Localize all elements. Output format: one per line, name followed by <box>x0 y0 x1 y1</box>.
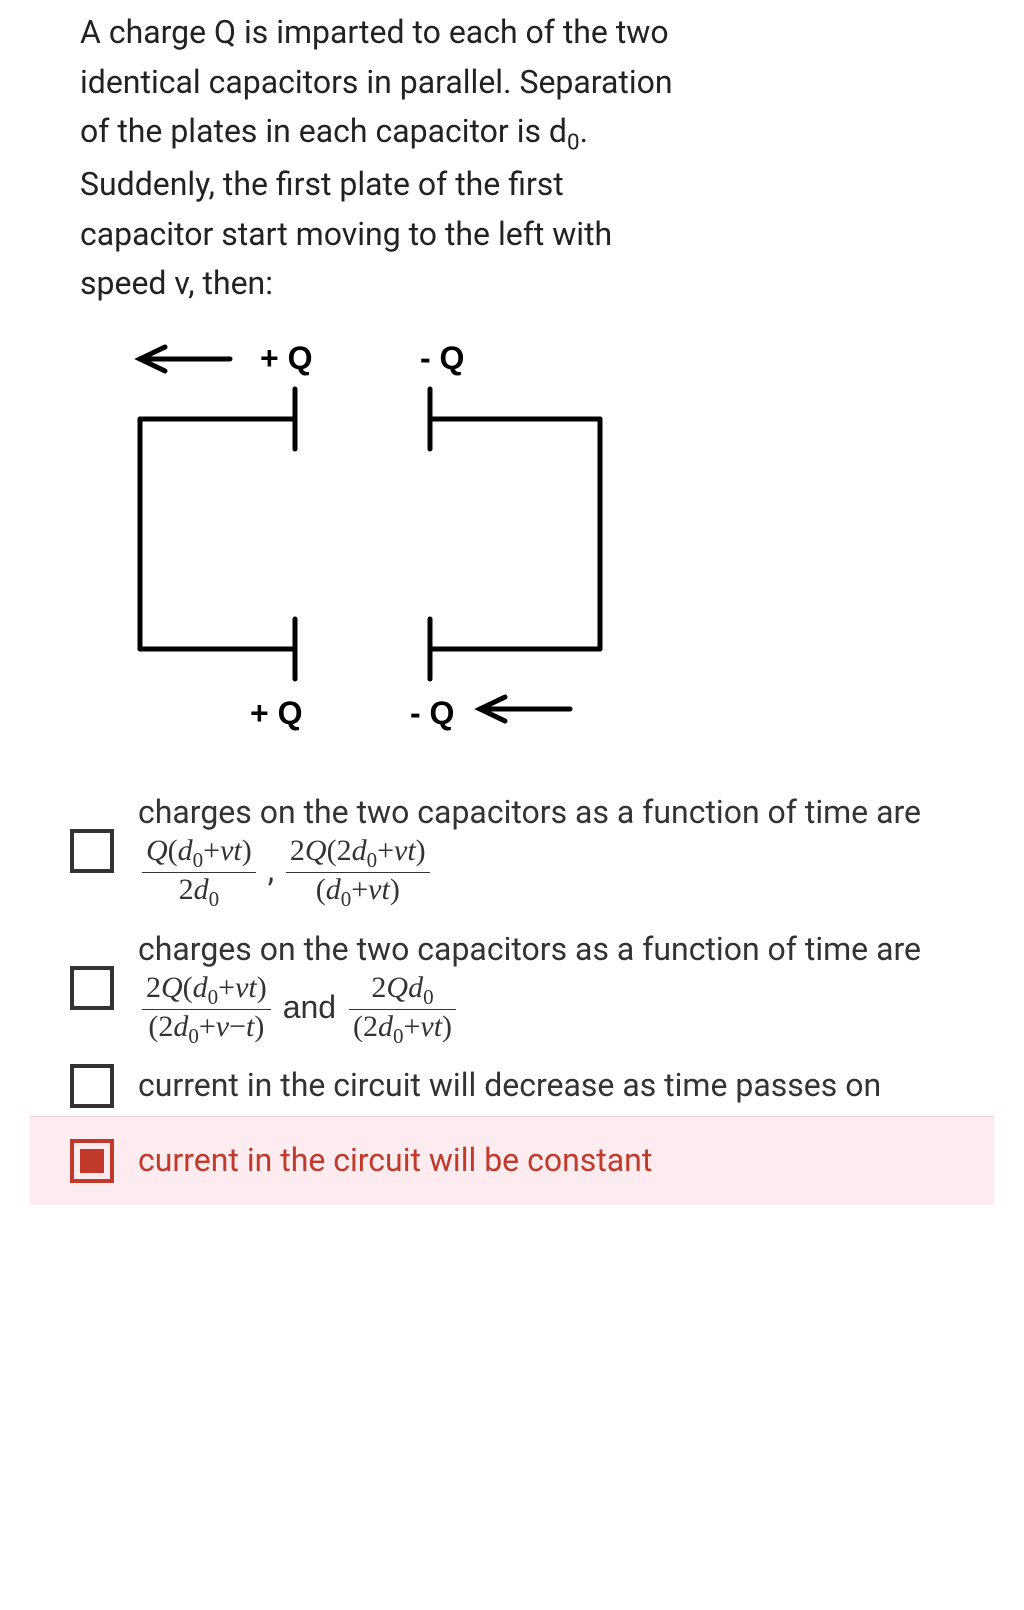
q-line3: of the plates in each capacitor is d <box>80 112 567 150</box>
option-1-pretext: charges on the two capacitors as a funct… <box>138 793 921 831</box>
option-3-plain: current in the circuit will decrease as … <box>138 1066 881 1104</box>
q-line3-tail: . <box>580 112 588 150</box>
label-top-left: + Q <box>260 340 312 376</box>
label-bottom-right: - Q <box>410 695 454 731</box>
option-3[interactable]: current in the circuit will decrease as … <box>30 1056 994 1116</box>
q-line2: identical capacitors in parallel. Separa… <box>80 63 673 101</box>
option-3-text: current in the circuit will decrease as … <box>138 1064 964 1107</box>
q-line5: capacitor start moving to the left with <box>80 215 612 253</box>
option-1[interactable]: charges on the two capacitors as a funct… <box>30 783 994 919</box>
option-1-frac1: Q(d0+vt) 2d0 <box>142 834 256 911</box>
checkbox-3[interactable] <box>70 1064 114 1108</box>
question-text: A charge Q is imparted to each of the tw… <box>0 0 1024 319</box>
option-1-text: charges on the two capacitors as a funct… <box>138 791 964 911</box>
option-2-pretext: charges on the two capacitors as a funct… <box>138 930 921 968</box>
option-4[interactable]: current in the circuit will be constant <box>30 1116 994 1205</box>
q-line6: speed v, then: <box>80 264 273 302</box>
option-2-text: charges on the two capacitors as a funct… <box>138 928 964 1048</box>
q-line4: Suddenly, the first plate of the first <box>80 165 564 203</box>
option-2-sep: and <box>283 989 345 1025</box>
option-1-frac2: 2Q(2d0+vt) (d0+vt) <box>286 834 430 911</box>
q-line1: A charge Q is imparted to each of the tw… <box>80 13 669 51</box>
option-4-text: current in the circuit will be constant <box>138 1139 964 1182</box>
checkbox-1[interactable] <box>70 829 114 873</box>
option-2-frac1: 2Q(d0+vt) (2d0+v−t) <box>142 971 271 1048</box>
circuit-diagram: + Q - Q + Q - Q <box>0 319 1024 773</box>
option-2-frac2: 2Qd0 (2d0+vt) <box>349 971 456 1048</box>
options-list: charges on the two capacitors as a funct… <box>0 773 1024 1205</box>
checkbox-2[interactable] <box>70 966 114 1010</box>
option-1-sep: , <box>268 851 282 889</box>
option-2[interactable]: charges on the two capacitors as a funct… <box>30 920 994 1056</box>
checkbox-4[interactable] <box>70 1139 114 1183</box>
label-bottom-left: + Q <box>250 695 302 731</box>
option-4-plain: current in the circuit will be constant <box>138 1141 652 1179</box>
q-line3-sub: 0 <box>567 130 580 156</box>
label-top-right: - Q <box>420 340 464 376</box>
